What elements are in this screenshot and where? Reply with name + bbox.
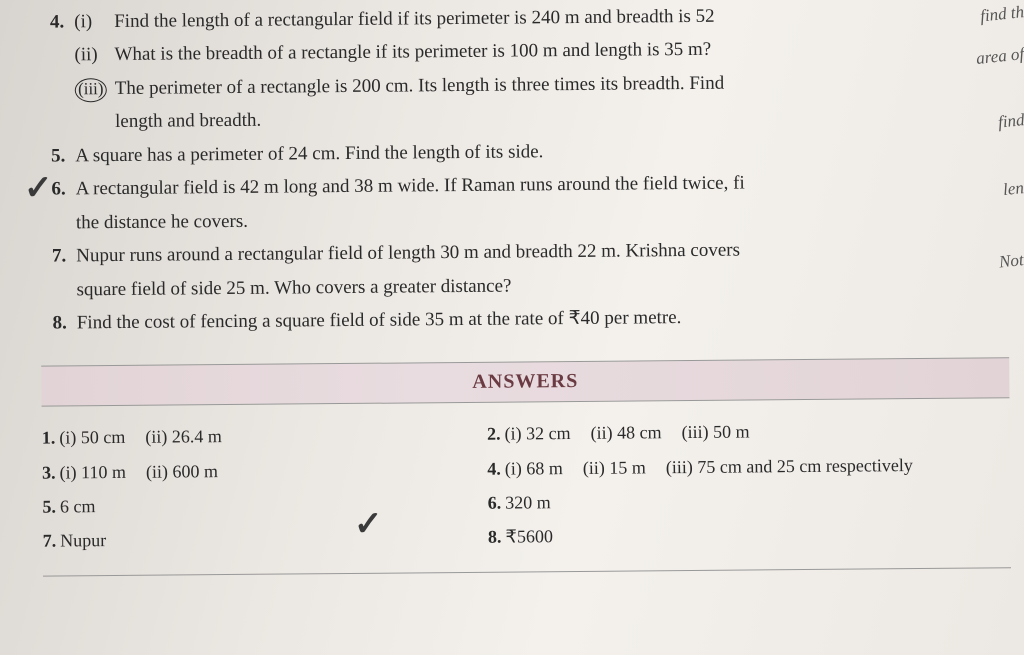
q-text: Find the cost of fencing a square field … [77,300,1009,338]
ans-text: (iii) 50 m [681,415,749,450]
q6: 6. A rectangular field is 42 m long and … [40,166,1008,204]
ans-text: ₹5600 [505,526,553,546]
q6-cont: the distance he covers. [40,200,1008,238]
q4-iii: (iii) The perimeter of a rectangle is 20… [39,66,1007,104]
q-number: 7. [40,241,76,271]
ans-num: 2. [487,424,501,444]
page-edge-text: len [1002,178,1024,200]
ans-text: (i) 32 cm [504,423,570,444]
q-text: Nupur runs around a rectangular field of… [76,233,1008,271]
textbook-page: 4. (i) Find the length of a rectangular … [0,0,1024,577]
ans-num: 1. [42,428,56,448]
q-text: length and breadth. [115,100,1007,137]
q-subpart: (ii) [74,40,114,70]
ans-num: 5. [42,496,56,516]
answer-row: 7.Nupur 8.₹5600 [43,515,1011,558]
ans-text: (iii) 75 cm and 25 cm respectively [666,448,913,484]
ans-num: 6. [488,492,502,512]
pencil-tick-icon: ✓ [24,168,53,208]
ans-num: 3. [42,462,56,482]
q4-iii-cont: length and breadth. [39,100,1007,138]
circled-subpart: (iii) [75,78,107,102]
page-edge-text: Not [999,250,1024,272]
q5: 5. A square has a perimeter of 24 cm. Fi… [39,133,1007,171]
q-text: A rectangular field is 42 m long and 38 … [76,166,1008,204]
ans-text: 320 m [505,492,551,512]
q4-i: 4. (i) Find the length of a rectangular … [38,0,1006,37]
q8: 8. Find the cost of fencing a square fie… [41,300,1009,338]
q-text: square field of side 25 m. Who covers a … [76,267,1008,305]
q-text: What is the breadth of a rectangle if it… [114,33,1006,70]
ans-num: 7. [43,530,57,550]
q-text: Find the length of a rectangular field i… [114,0,1006,36]
q-subpart: (i) [74,7,114,37]
q-text: A square has a perimeter of 24 cm. Find … [75,133,1007,171]
q-text: The perimeter of a rectangle is 200 cm. … [115,66,1007,103]
q-text: the distance he covers. [76,200,1008,238]
q-number: 5. [39,141,75,171]
ans-text: (ii) 15 m [583,450,646,485]
ans-text: (ii) 600 m [146,454,218,489]
ans-text: (i) 50 cm [59,427,125,448]
ans-num: 8. [488,527,502,547]
q-number: 4. [38,7,74,37]
ans-text: Nupur [60,530,106,550]
ans-text: (ii) 48 cm [590,416,661,451]
ans-text: (ii) 26.4 m [145,419,222,454]
ans-text: 6 cm [60,496,96,516]
answers-heading: ANSWERS [472,370,578,393]
pencil-tick-icon: ✓ [354,504,383,544]
ans-text: (i) 110 m [60,461,127,482]
answers-grid: 1.(i) 50 cm (ii) 26.4 m 2.(i) 32 cm (ii)… [42,399,1011,577]
q7: 7. Nupur runs around a rectangular field… [40,233,1008,271]
ans-num: 4. [487,458,501,478]
answers-section: ANSWERS 1.(i) 50 cm (ii) 26.4 m 2.(i) 32… [41,358,1011,577]
q4-ii: (ii) What is the breadth of a rectangle … [38,33,1006,71]
q7-cont: square field of side 25 m. Who covers a … [40,267,1008,305]
page-edge-text: find [997,110,1024,133]
q-number: 8. [41,308,77,338]
ans-text: (i) 68 m [505,458,563,479]
